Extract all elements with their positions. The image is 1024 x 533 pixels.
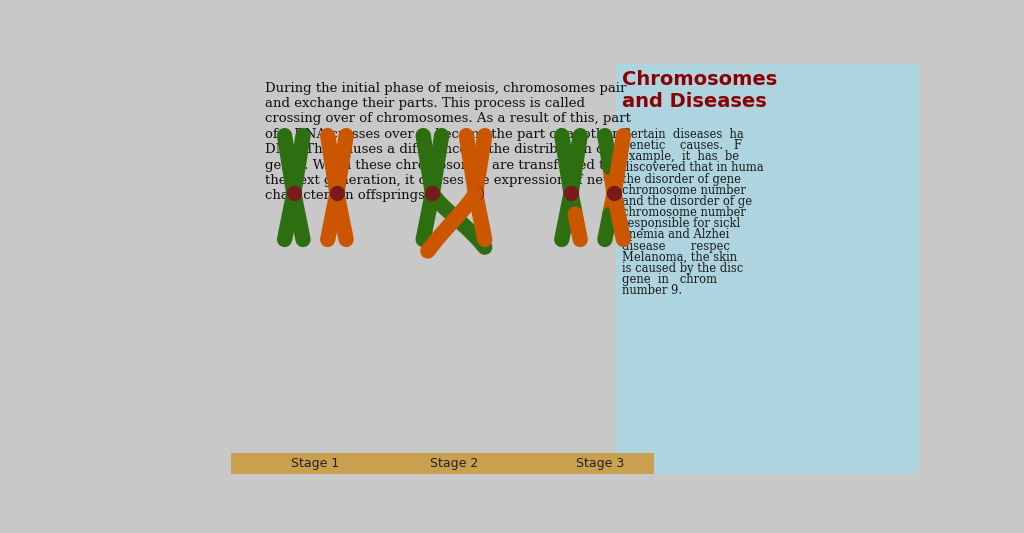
Text: discovered that in huma: discovered that in huma <box>622 161 764 174</box>
Text: the next generation, it causes the expression of new: the next generation, it causes the expre… <box>265 174 614 187</box>
Text: responsible for sickl: responsible for sickl <box>622 217 740 230</box>
Text: crossing over of chromosomes. As a result of this, part: crossing over of chromosomes. As a resul… <box>265 112 631 125</box>
Text: Melanoma, the skin: Melanoma, the skin <box>622 251 737 264</box>
Text: chromosome number: chromosome number <box>622 206 745 219</box>
Text: of a DNA crosses over to become the part of another: of a DNA crosses over to become the part… <box>265 128 618 141</box>
Text: gene  in   chrom: gene in chrom <box>622 273 717 286</box>
Text: Stage 3: Stage 3 <box>577 457 625 470</box>
Text: and exchange their parts. This process is called: and exchange their parts. This process i… <box>265 97 586 110</box>
Text: DNA. This causes a difference in the distribution of: DNA. This causes a difference in the dis… <box>265 143 609 156</box>
Text: genes. When these chromosomes are transferred to: genes. When these chromosomes are transf… <box>265 159 612 172</box>
Text: Stage 2: Stage 2 <box>430 457 478 470</box>
Text: example,  it  has  be: example, it has be <box>622 150 739 163</box>
Text: and the disorder of ge: and the disorder of ge <box>622 195 752 208</box>
Text: the disorder of gene: the disorder of gene <box>622 173 740 185</box>
FancyBboxPatch shape <box>615 64 920 474</box>
Text: During the initial phase of meiosis, chromosomes pair: During the initial phase of meiosis, chr… <box>265 82 627 95</box>
Text: chromosome number: chromosome number <box>622 184 745 197</box>
Text: Stage 1: Stage 1 <box>291 457 340 470</box>
Text: genetic    causes.   F: genetic causes. F <box>622 139 741 152</box>
Text: is caused by the disc: is caused by the disc <box>622 262 743 275</box>
Text: anemia and Alzhei: anemia and Alzhei <box>622 228 729 241</box>
Text: Chromosomes
and Diseases: Chromosomes and Diseases <box>622 70 777 111</box>
FancyBboxPatch shape <box>230 453 615 474</box>
Text: number 9.: number 9. <box>622 284 682 297</box>
FancyBboxPatch shape <box>615 453 654 474</box>
Text: characters in offsprings.: characters in offsprings. <box>265 189 429 203</box>
Text: disease       respec: disease respec <box>622 239 730 253</box>
Text: Certain  diseases  ha: Certain diseases ha <box>622 128 743 141</box>
